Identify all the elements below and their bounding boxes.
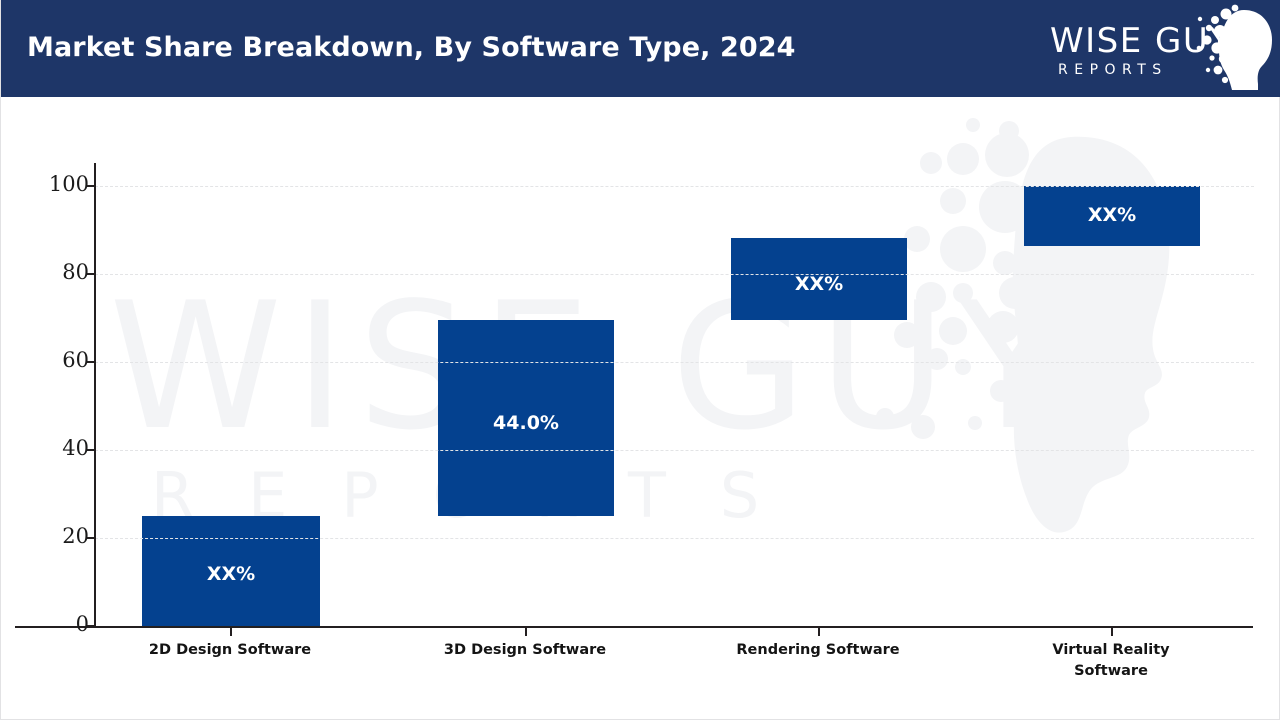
y-tick-mark-40: [87, 449, 95, 451]
bar-rendering-software[interactable]: [731, 238, 907, 320]
bar-2d-design-software[interactable]: [142, 516, 320, 626]
y-tick-label-0: 0: [75, 612, 89, 636]
x-tick-mark-virtual-reality-software: [1111, 628, 1113, 636]
y-tick-label-20: 20: [62, 524, 89, 548]
head-profile-dots-watermark: [876, 118, 1170, 533]
bar-3d-design-software[interactable]: [438, 320, 614, 516]
y-tick-mark-80: [87, 273, 95, 275]
x-tick-mark-3d-design-software: [525, 628, 527, 636]
y-tick-mark-100: [87, 185, 95, 187]
x-axis-line: [15, 626, 1253, 628]
x-tick-mark-rendering-software: [818, 628, 820, 636]
bar-label-virtual-reality-software: XX%: [1087, 204, 1137, 226]
gridline-60: [95, 362, 1254, 363]
y-tick-label-60: 60: [62, 348, 89, 372]
y-tick-label-100: 100: [48, 172, 89, 196]
chart-plot-area: WISE GUY REPORTS: [1, 97, 1280, 720]
x-tick-label-virtual-reality-software: Virtual Reality Software: [1052, 642, 1170, 679]
head-profile-dots-icon: [1196, 4, 1272, 90]
bar-label-2d-design-software: XX%: [206, 563, 256, 585]
logo-wordmark-primary: WISE GUY: [1050, 21, 1232, 61]
page-title: Market Share Breakdown, By Software Type…: [27, 32, 796, 63]
bar-label-rendering-software: XX%: [794, 273, 844, 295]
x-tick-label-3d-design-software: 3D Design Software: [443, 642, 607, 658]
x-tick-label-2d-design-software: 2D Design Software: [148, 642, 312, 658]
bar-virtual-reality-software[interactable]: [1024, 186, 1200, 246]
y-tick-label-80: 80: [62, 260, 89, 284]
y-tick-mark-20: [87, 537, 95, 539]
x-tick-label-rendering-software: Rendering Software: [736, 642, 900, 658]
bar-label-3d-design-software: 44.0%: [493, 412, 559, 434]
y-tick-mark-0: [87, 625, 95, 627]
gridline-40: [95, 450, 1254, 451]
gridline-80: [95, 274, 1254, 275]
wise-guy-reports-logo: WISE GUY REPORTS: [1048, 4, 1273, 92]
chart-header-bar: Market Share Breakdown, By Software Type…: [1, 0, 1280, 97]
y-tick-mark-60: [87, 361, 95, 363]
y-axis-line: [94, 163, 96, 628]
x-tick-mark-2d-design-software: [230, 628, 232, 636]
logo-wordmark-secondary: REPORTS: [1058, 62, 1168, 78]
y-tick-label-40: 40: [62, 436, 89, 460]
